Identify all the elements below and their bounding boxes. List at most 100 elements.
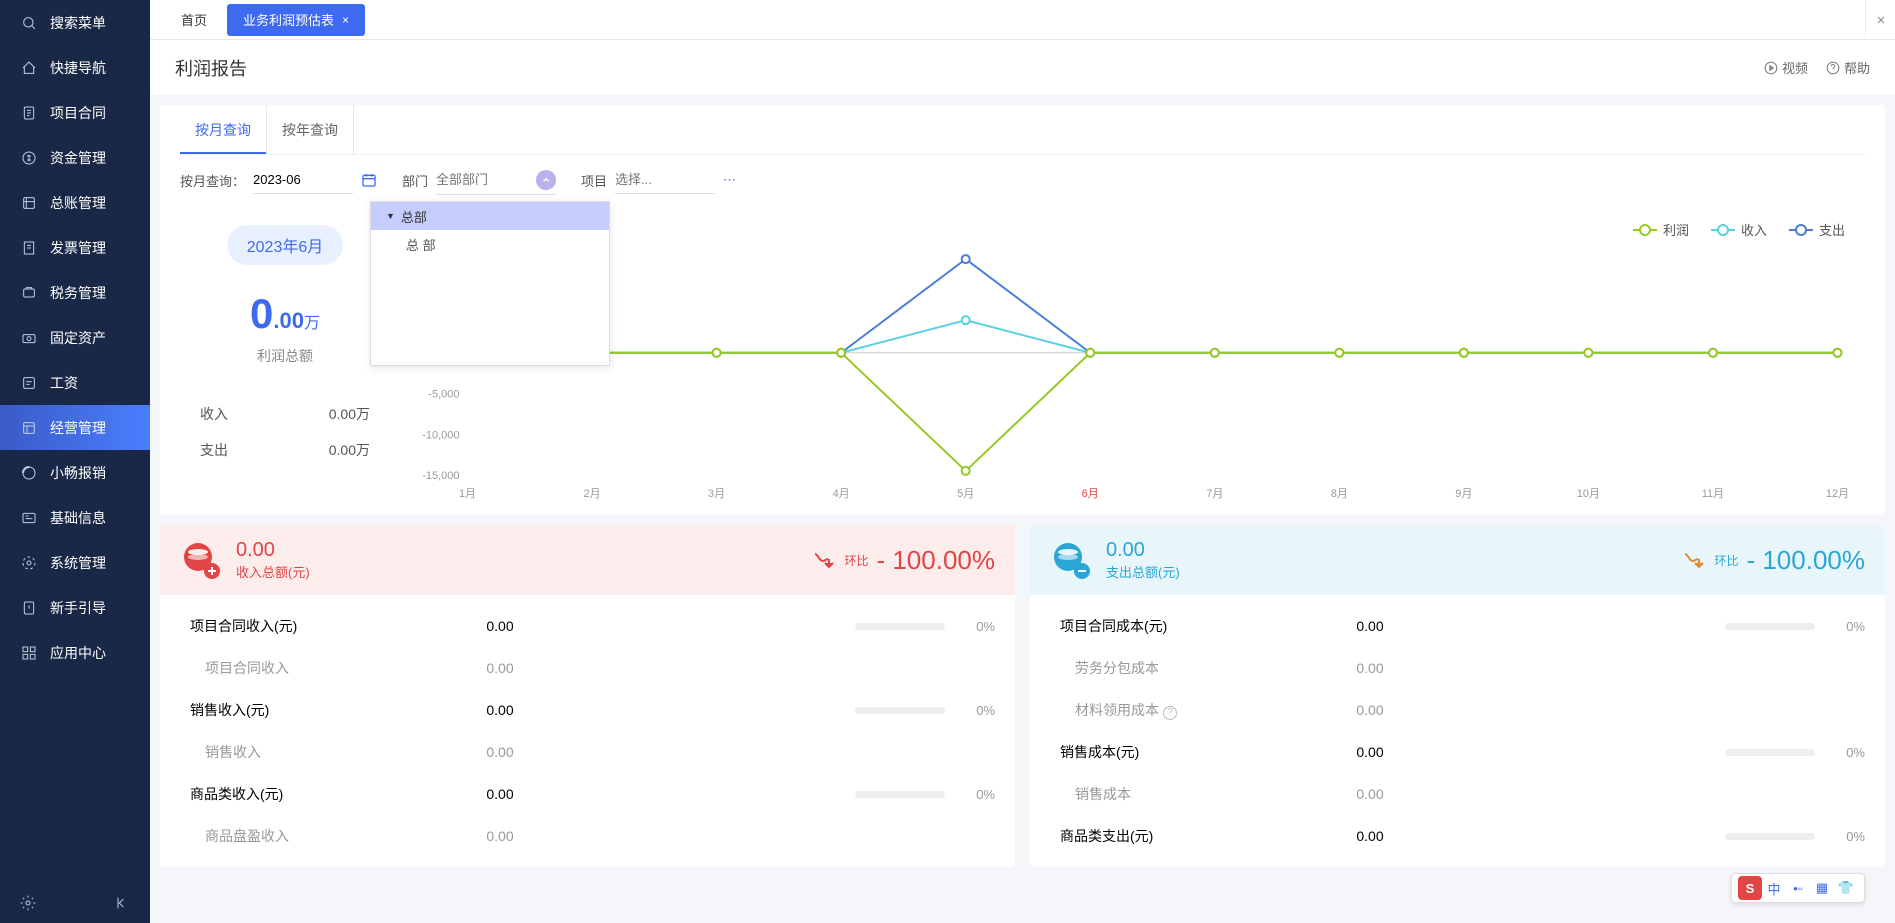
sidebar-item-money[interactable]: 资金管理 (0, 135, 150, 180)
ime-item[interactable]: 中 (1762, 876, 1786, 900)
ime-logo[interactable]: S (1738, 876, 1762, 900)
row-label: 项目合同成本(元) (1050, 616, 1310, 636)
sidebar-item-apps[interactable]: 应用中心 (0, 630, 150, 675)
tab-yearly[interactable]: 按年查询 (267, 105, 354, 154)
more-icon[interactable]: ⋯ (723, 172, 736, 188)
expense-icon (1050, 539, 1092, 581)
info-icon[interactable]: ? (1163, 706, 1177, 720)
bar-track (855, 707, 945, 714)
page-actions: 视频 帮助 (1764, 58, 1870, 77)
tab-monthly[interactable]: 按月查询 (180, 105, 267, 154)
help-action[interactable]: 帮助 (1826, 58, 1870, 77)
expense-total-value: 0.00 (1106, 539, 1180, 562)
svg-text:1月: 1月 (459, 488, 476, 500)
collapse-icon[interactable] (114, 895, 130, 911)
expense-rows: 项目合同成本(元) 0.00 0% 劳务分包成本 0.00 材料领用成本? 0.… (1030, 595, 1885, 867)
dropdown-label: 总 部 (406, 235, 436, 254)
row-value: 0.00 (440, 660, 560, 676)
sidebar-item-label: 系统管理 (50, 553, 106, 573)
svg-text:9月: 9月 (1455, 488, 1472, 500)
sidebar-item-invoice[interactable]: 发票管理 (0, 225, 150, 270)
row-label: 商品类收入(元) (180, 784, 440, 804)
project-input[interactable] (615, 166, 715, 194)
row-value: 0.00 (1310, 828, 1430, 844)
month-label: 按月查询： (180, 171, 245, 190)
month-filter: 按月查询： (180, 166, 377, 194)
ime-bar[interactable]: S 中•ᵕ▦👕 (1731, 873, 1865, 903)
row-label: 项目合同收入 (180, 658, 440, 678)
money-icon (20, 149, 38, 167)
sidebar-item-home[interactable]: 快捷导航 (0, 45, 150, 90)
row-label: 销售成本 (1050, 784, 1310, 804)
sidebar-item-file[interactable]: 项目合同 (0, 90, 150, 135)
dropdown-item[interactable]: 总 部 (371, 230, 609, 258)
bar-track (1725, 833, 1815, 840)
legend-income[interactable]: 收入 (1711, 220, 1767, 239)
sidebar-item-label: 资金管理 (50, 148, 106, 168)
income-panel-header: 0.00 收入总额(元) 环比 - 100.00% (160, 525, 1015, 595)
bar-track (855, 791, 945, 798)
row-value: 0.00 (1310, 786, 1430, 802)
sub-tabs: 按月查询 按年查询 (180, 105, 1865, 155)
gear-icon[interactable] (20, 895, 36, 911)
salary-icon (20, 374, 38, 392)
dept-select[interactable] (436, 166, 556, 195)
ime-item[interactable]: 👕 (1834, 876, 1858, 900)
sidebar-item-guide[interactable]: 新手引导 (0, 585, 150, 630)
trend-down-icon (1682, 548, 1706, 572)
calendar-icon[interactable] (361, 172, 377, 188)
row-label: 商品盘盈收入 (180, 826, 440, 846)
ime-item[interactable]: ▦ (1810, 876, 1834, 900)
close-all-tabs[interactable] (1865, 0, 1895, 40)
sidebar-item-system[interactable]: 系统管理 (0, 540, 150, 585)
sidebar-item-tax[interactable]: 税务管理 (0, 270, 150, 315)
data-row: 商品类收入(元) 0.00 0% (180, 773, 995, 815)
profit-dec: .00 (273, 308, 304, 333)
legend-profit-label: 利润 (1663, 220, 1689, 239)
page-title: 利润报告 (175, 55, 247, 81)
sidebar-item-manage[interactable]: 经营管理 (0, 405, 150, 450)
legend-profit[interactable]: 利润 (1633, 220, 1689, 239)
sidebar-item-label: 基础信息 (50, 508, 106, 528)
dropdown-item[interactable]: ▼总部 (371, 202, 609, 230)
svg-text:6月: 6月 (1082, 488, 1099, 500)
chart-card: 按月查询 按年查询 按月查询： 部门 (160, 105, 1885, 515)
ime-item[interactable]: •ᵕ (1786, 876, 1810, 900)
tab-home[interactable]: 首页 (165, 4, 223, 36)
sidebar-item-info[interactable]: 基础信息 (0, 495, 150, 540)
expand-icon: ▼ (386, 211, 395, 221)
sidebar-item-ledger[interactable]: 总账管理 (0, 180, 150, 225)
tab-active[interactable]: 业务利润预估表× (227, 4, 365, 36)
profit-label: 利润总额 (190, 346, 380, 366)
data-row: 商品类支出(元) 0.00 0% (1050, 815, 1865, 857)
tab-close-icon[interactable]: × (342, 13, 349, 27)
sidebar-item-search[interactable]: 搜索菜单 (0, 0, 150, 45)
row-bar: 0% (560, 703, 995, 718)
search-icon (20, 14, 38, 32)
row-value: 0.00 (440, 828, 560, 844)
income-total-value: 0.00 (236, 539, 310, 562)
project-label: 项目 (581, 171, 607, 190)
income-pct: - 100.00% (876, 545, 995, 576)
dept-input[interactable] (436, 166, 536, 194)
income-rows: 项目合同收入(元) 0.00 0% 项目合同收入 0.00 销售收入(元) 0.… (160, 595, 1015, 867)
sidebar-item-expense[interactable]: 小畅报销 (0, 450, 150, 495)
row-value: 0.00 (1310, 660, 1430, 676)
legend-expense[interactable]: 支出 (1789, 220, 1845, 239)
row-pct: 0% (955, 787, 995, 802)
profit-unit: 万 (304, 315, 320, 332)
expense-hb-label: 环比 (1714, 552, 1738, 569)
legend-income-label: 收入 (1741, 220, 1767, 239)
tax-icon (20, 284, 38, 302)
income-value: 0.00万 (329, 404, 370, 424)
data-row: 销售成本 0.00 (1050, 773, 1865, 815)
sidebar-item-salary[interactable]: 工资 (0, 360, 150, 405)
month-input[interactable] (253, 166, 353, 194)
expense-value: 0.00万 (329, 440, 370, 460)
sidebar-item-label: 经营管理 (50, 418, 106, 438)
chevron-up-icon[interactable] (536, 170, 556, 190)
sidebar-item-asset[interactable]: 固定资产 (0, 315, 150, 360)
data-row: 项目合同收入 0.00 (180, 647, 995, 689)
expense-row: 支出 0.00万 (190, 432, 380, 468)
video-action[interactable]: 视频 (1764, 58, 1808, 77)
